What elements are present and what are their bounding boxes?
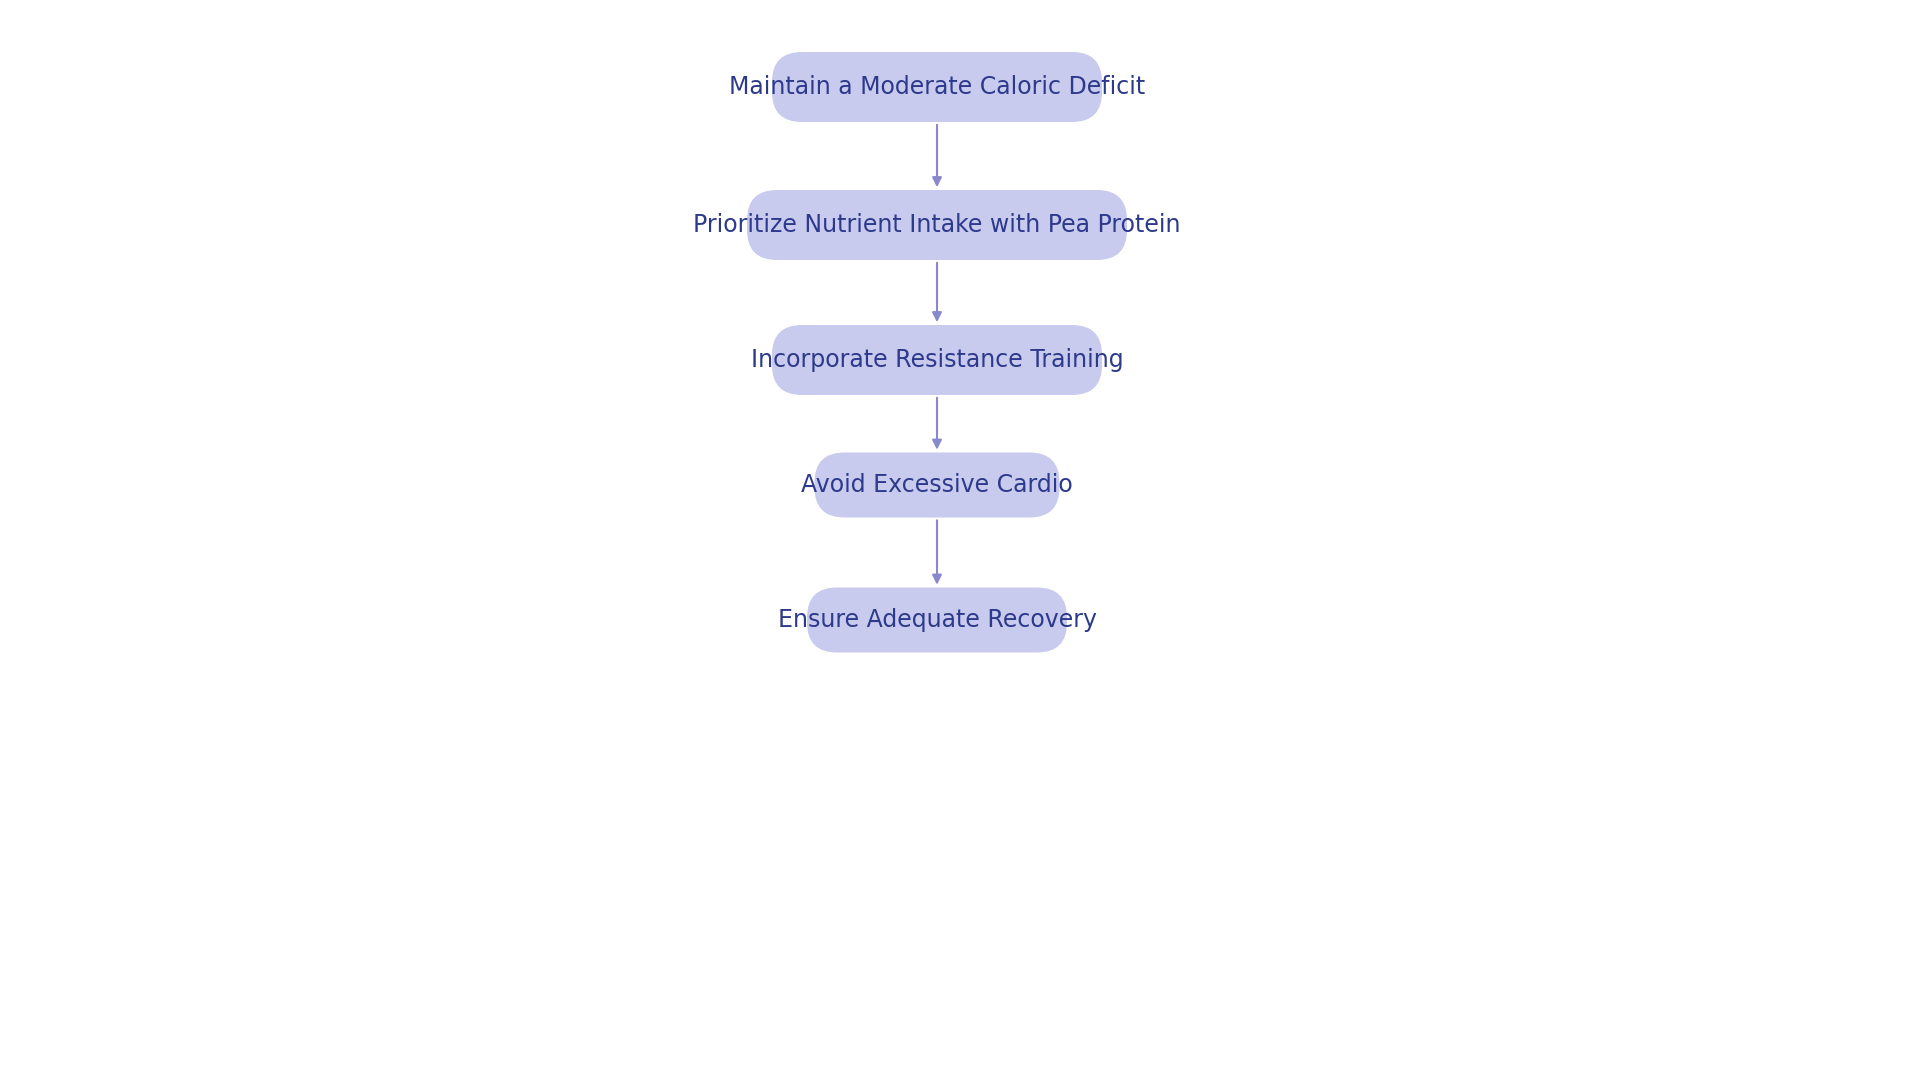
Text: Avoid Excessive Cardio: Avoid Excessive Cardio xyxy=(801,473,1073,497)
Text: Ensure Adequate Recovery: Ensure Adequate Recovery xyxy=(778,608,1096,632)
Text: Prioritize Nutrient Intake with Pea Protein: Prioritize Nutrient Intake with Pea Prot… xyxy=(693,213,1181,237)
FancyBboxPatch shape xyxy=(772,325,1102,395)
FancyBboxPatch shape xyxy=(806,587,1068,652)
FancyBboxPatch shape xyxy=(772,52,1102,122)
FancyBboxPatch shape xyxy=(747,190,1127,260)
Text: Maintain a Moderate Caloric Deficit: Maintain a Moderate Caloric Deficit xyxy=(730,75,1144,99)
FancyBboxPatch shape xyxy=(814,453,1060,518)
Text: Incorporate Resistance Training: Incorporate Resistance Training xyxy=(751,348,1123,371)
